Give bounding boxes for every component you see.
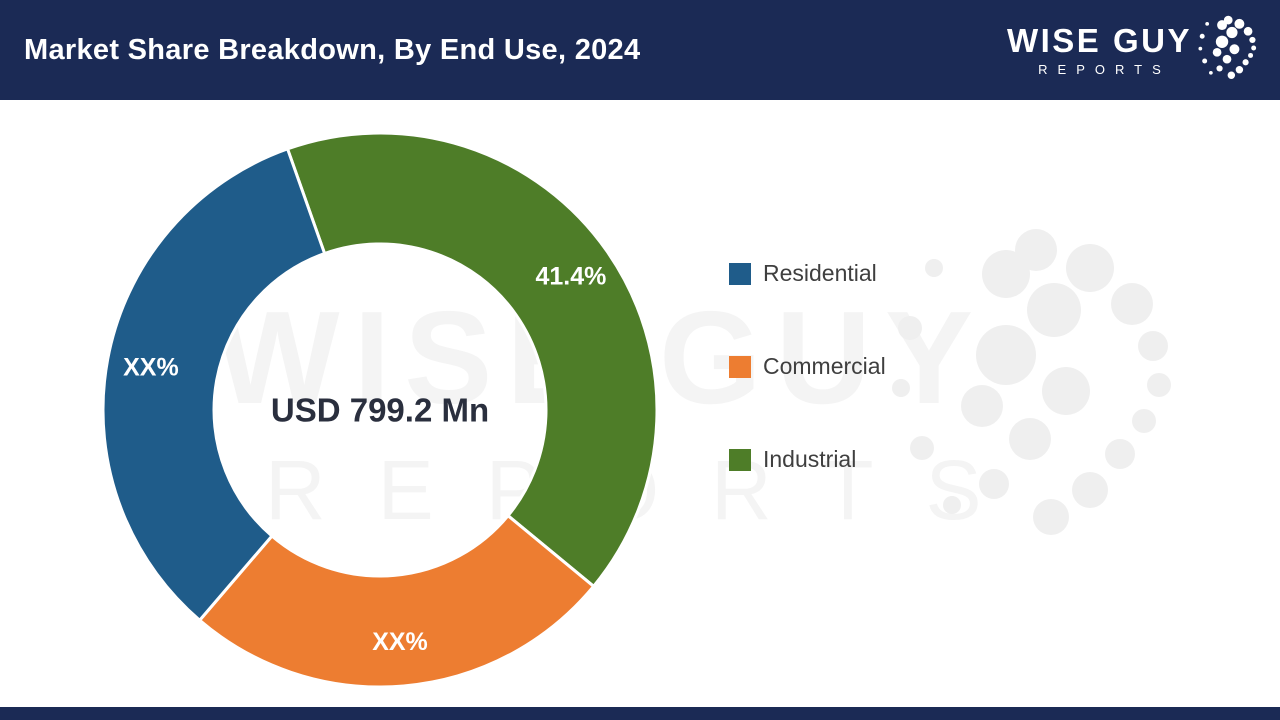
- legend-item-commercial: Commercial: [729, 353, 886, 380]
- legend-item-industrial: Industrial: [729, 446, 886, 473]
- slice-label-industrial: 41.4%: [535, 262, 606, 290]
- legend-label-residential: Residential: [763, 260, 877, 286]
- donut-slice-residential: [101, 147, 327, 622]
- legend-item-residential: Residential: [729, 260, 886, 287]
- legend-label-commercial: Commercial: [763, 353, 886, 379]
- footer-bar: [0, 707, 1280, 720]
- logo-subtitle: REPORTS: [1038, 61, 1171, 77]
- donut-labels: 41.4% XX% XX%: [123, 262, 606, 656]
- page-title: Market Share Breakdown, By End Use, 2024: [24, 33, 641, 66]
- legend-swatch-commercial: [729, 355, 751, 378]
- donut-center-label: USD 799.2 Mn: [271, 392, 489, 429]
- legend: Residential Commercial Industrial: [729, 260, 886, 539]
- donut-slices: [101, 131, 659, 689]
- logo-wordmark: WISE GUY: [1006, 21, 1192, 59]
- legend-swatch-industrial: [729, 448, 751, 471]
- slice-label-residential: XX%: [123, 353, 179, 381]
- legend-swatch-residential: [729, 262, 751, 285]
- legend-label-industrial: Industrial: [763, 446, 857, 472]
- donut-slice-industrial: [286, 131, 659, 588]
- donut-chart-svg: 41.4% XX% XX% USD 799.2 Mn: [101, 131, 659, 689]
- donut-slice-commercial: [198, 514, 596, 689]
- header: Market Share Breakdown, By End Use, 2024…: [0, 0, 1280, 100]
- watermark-head-icon: [880, 195, 1180, 580]
- wiseguy-head-icon: [1196, 12, 1258, 89]
- wiseguy-logo: WISE GUY REPORTS: [1007, 12, 1258, 89]
- logo-text: WISE GUY REPORTS: [1006, 21, 1192, 77]
- slice-label-commercial: XX%: [372, 628, 428, 656]
